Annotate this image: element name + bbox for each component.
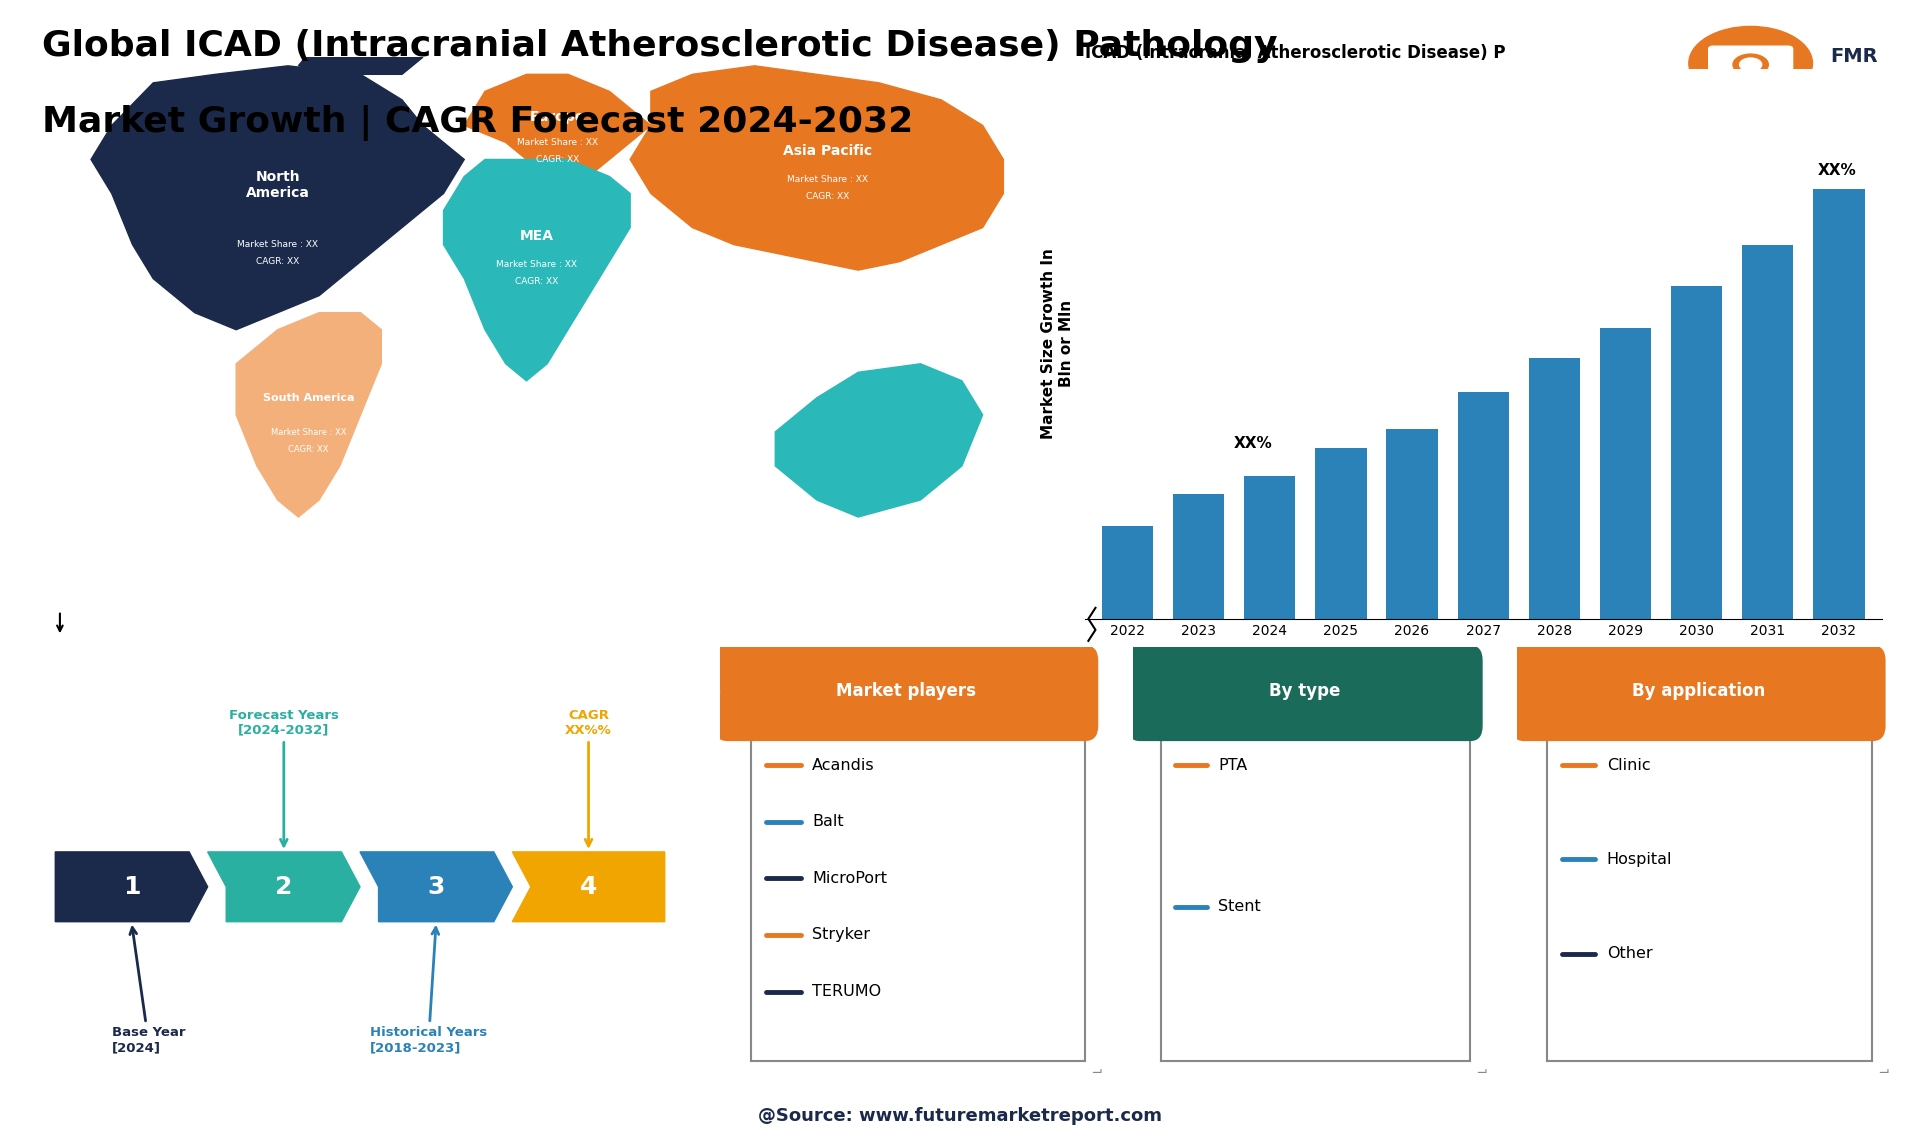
Polygon shape bbox=[776, 363, 983, 517]
Circle shape bbox=[1104, 678, 1125, 704]
Text: MEA: MEA bbox=[520, 229, 553, 243]
Polygon shape bbox=[90, 65, 465, 330]
Text: Base Year
[2024]: Base Year [2024] bbox=[111, 927, 184, 1054]
Text: North
America: North America bbox=[246, 170, 309, 201]
Text: @Source: www.futuremarketreport.com: @Source: www.futuremarketreport.com bbox=[758, 1107, 1162, 1125]
Polygon shape bbox=[56, 851, 207, 921]
Text: XX%: XX% bbox=[1818, 163, 1857, 179]
Text: Clinic: Clinic bbox=[1607, 758, 1651, 772]
Polygon shape bbox=[465, 74, 651, 176]
Text: Asia Pacific: Asia Pacific bbox=[783, 144, 872, 158]
Circle shape bbox=[1690, 26, 1812, 100]
Text: 2: 2 bbox=[275, 874, 292, 898]
Polygon shape bbox=[298, 32, 422, 74]
Circle shape bbox=[1740, 58, 1763, 71]
Text: CAGR: XX: CAGR: XX bbox=[255, 258, 300, 266]
Text: Market Share : XX: Market Share : XX bbox=[238, 241, 319, 250]
Text: Acandis: Acandis bbox=[812, 758, 876, 772]
Polygon shape bbox=[361, 851, 513, 921]
Text: Market Share : XX: Market Share : XX bbox=[497, 260, 578, 269]
Bar bbox=[1741, 244, 1793, 619]
Text: Market Share : XX: Market Share : XX bbox=[271, 427, 346, 437]
Bar bbox=[1812, 189, 1864, 619]
Circle shape bbox=[1096, 667, 1135, 715]
Text: ⌐: ⌐ bbox=[1876, 1063, 1887, 1077]
Bar bbox=[1386, 430, 1438, 619]
Text: 3: 3 bbox=[428, 874, 445, 898]
Circle shape bbox=[1486, 678, 1509, 704]
Text: ⌐: ⌐ bbox=[1089, 1063, 1100, 1077]
Polygon shape bbox=[513, 851, 664, 921]
Text: Historical Years
[2018-2023]: Historical Years [2018-2023] bbox=[371, 927, 488, 1054]
Text: South America: South America bbox=[263, 393, 355, 403]
Circle shape bbox=[1734, 54, 1768, 76]
Bar bbox=[1528, 359, 1580, 619]
Circle shape bbox=[680, 667, 722, 715]
Text: By application: By application bbox=[1632, 682, 1764, 700]
Text: PTA: PTA bbox=[1217, 758, 1248, 772]
Text: CAGR: XX: CAGR: XX bbox=[288, 445, 328, 454]
Text: By type: By type bbox=[1269, 682, 1340, 700]
Text: ⌐: ⌐ bbox=[1475, 1063, 1486, 1077]
Text: XX%: XX% bbox=[1235, 435, 1273, 450]
Bar bbox=[1599, 328, 1651, 619]
Text: CAGR: XX: CAGR: XX bbox=[806, 191, 849, 201]
Text: Hospital: Hospital bbox=[1607, 851, 1672, 866]
Polygon shape bbox=[444, 159, 630, 380]
Text: MicroPort: MicroPort bbox=[812, 871, 887, 886]
Text: Forecast Years
[2024-2032]: Forecast Years [2024-2032] bbox=[228, 708, 338, 846]
Text: MARKET: MARKET bbox=[1830, 89, 1862, 99]
Text: REPORT: REPORT bbox=[1830, 102, 1860, 111]
Text: TERUMO: TERUMO bbox=[812, 984, 881, 999]
Text: Europe: Europe bbox=[530, 110, 586, 124]
Text: Market Share : XX: Market Share : XX bbox=[516, 139, 597, 147]
Text: ICAD (Intracranial Atherosclerotic Disease) P: ICAD (Intracranial Atherosclerotic Disea… bbox=[1085, 44, 1505, 62]
Text: CAGR: XX: CAGR: XX bbox=[515, 277, 559, 286]
Text: CAGR: XX: CAGR: XX bbox=[536, 155, 580, 164]
Text: 1: 1 bbox=[123, 874, 140, 898]
Circle shape bbox=[689, 678, 712, 704]
Text: Other: Other bbox=[1607, 947, 1653, 961]
FancyBboxPatch shape bbox=[714, 645, 1098, 741]
Bar bbox=[1173, 494, 1225, 619]
Text: Market players: Market players bbox=[837, 682, 975, 700]
Polygon shape bbox=[207, 851, 361, 921]
Y-axis label: Market Size Growth In
Bln or Mln: Market Size Growth In Bln or Mln bbox=[1041, 249, 1073, 439]
Text: Market Share : XX: Market Share : XX bbox=[787, 175, 868, 183]
Polygon shape bbox=[630, 65, 1004, 270]
Bar bbox=[1315, 448, 1367, 619]
Text: Stryker: Stryker bbox=[812, 927, 870, 942]
FancyBboxPatch shape bbox=[1709, 46, 1793, 84]
Bar bbox=[1670, 286, 1722, 619]
Text: Market Growth | CAGR Forecast 2024-2032: Market Growth | CAGR Forecast 2024-2032 bbox=[42, 105, 914, 141]
Bar bbox=[1244, 476, 1296, 619]
Text: Global ICAD (Intracranial Atherosclerotic Disease) Pathology: Global ICAD (Intracranial Atheroscleroti… bbox=[42, 29, 1277, 63]
Bar bbox=[1457, 392, 1509, 619]
FancyBboxPatch shape bbox=[1127, 645, 1482, 741]
Text: 4: 4 bbox=[580, 874, 597, 898]
Text: Balt: Balt bbox=[812, 814, 843, 830]
Polygon shape bbox=[236, 313, 382, 517]
Text: FMR: FMR bbox=[1830, 47, 1878, 66]
Bar bbox=[1102, 526, 1154, 619]
FancyBboxPatch shape bbox=[1511, 645, 1885, 741]
Text: Stent: Stent bbox=[1217, 900, 1261, 915]
Text: FUTURE: FUTURE bbox=[1830, 76, 1860, 85]
Text: CAGR
XX%%: CAGR XX%% bbox=[564, 708, 612, 846]
Circle shape bbox=[1478, 667, 1519, 715]
